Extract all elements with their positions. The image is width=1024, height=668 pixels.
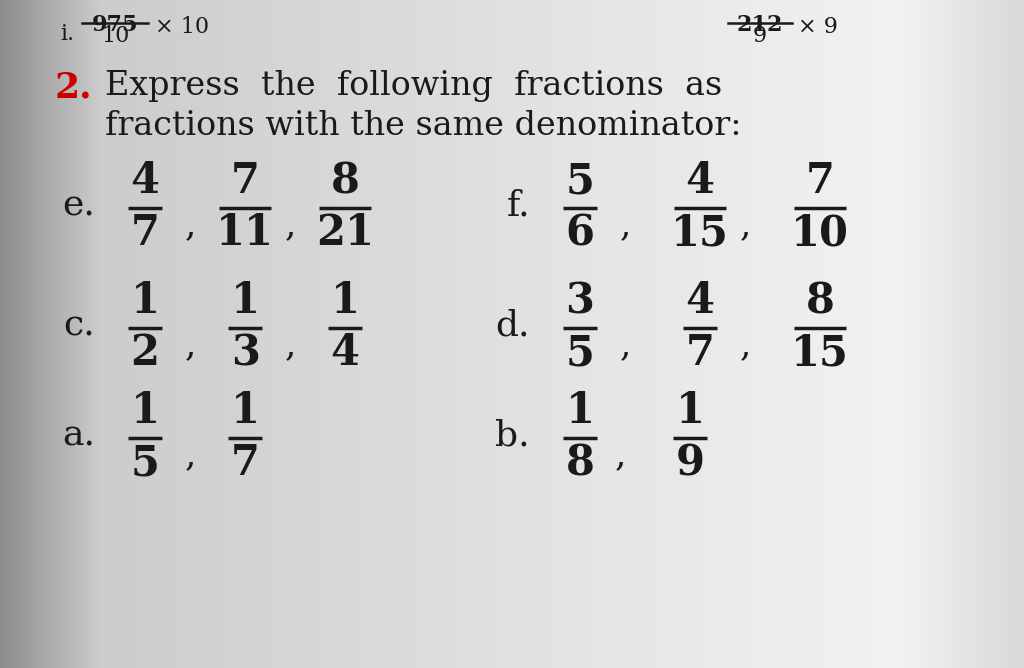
Text: 1: 1 [331,280,359,322]
Text: 4: 4 [130,160,160,202]
Text: 1: 1 [676,390,705,432]
Text: 6: 6 [565,212,595,254]
Text: 15: 15 [792,332,849,374]
Text: a.: a. [62,418,95,452]
Text: 9: 9 [753,25,767,47]
Text: e.: e. [62,188,95,222]
Text: 7: 7 [230,442,259,484]
Text: × 10: × 10 [155,16,209,38]
Text: 10: 10 [791,212,849,254]
Text: ,: , [614,438,626,472]
Text: ,: , [739,328,751,362]
Text: 1: 1 [130,280,160,322]
Text: ,: , [620,208,631,242]
Text: 1: 1 [130,390,160,432]
Text: 5: 5 [565,332,595,374]
Text: 11: 11 [216,212,274,254]
Text: ,: , [285,208,296,242]
Text: 1: 1 [565,390,595,432]
Text: 10: 10 [100,25,129,47]
Text: 4: 4 [685,280,715,322]
Text: 2: 2 [130,332,160,374]
Text: 21: 21 [316,212,374,254]
Text: 3: 3 [230,332,259,374]
Text: 4: 4 [331,332,359,374]
Text: × 9: × 9 [798,16,838,38]
Text: b.: b. [496,418,530,452]
Text: 7: 7 [131,212,160,254]
Text: 212: 212 [736,14,783,36]
Text: ,: , [184,438,196,472]
Text: 4: 4 [685,160,715,202]
Text: 5: 5 [565,160,595,202]
Text: 9: 9 [676,442,705,484]
Text: 7: 7 [230,160,259,202]
Text: ,: , [620,328,631,362]
Text: 7: 7 [806,160,835,202]
Text: 2.: 2. [55,70,92,104]
Text: 975: 975 [92,14,138,36]
Text: 1: 1 [230,390,259,432]
Text: i.: i. [60,23,74,45]
Text: f.: f. [507,188,530,222]
Text: 15: 15 [671,212,729,254]
Text: 1: 1 [230,280,259,322]
Text: 3: 3 [565,280,595,322]
Text: ,: , [184,208,196,242]
Text: 8: 8 [331,160,359,202]
Text: Express  the  following  fractions  as: Express the following fractions as [105,70,722,102]
Text: ,: , [184,328,196,362]
Text: ,: , [739,208,751,242]
Text: 5: 5 [131,442,160,484]
Text: c.: c. [63,308,95,342]
Text: 8: 8 [565,442,595,484]
Text: fractions with the same denominator:: fractions with the same denominator: [105,110,741,142]
Text: d.: d. [496,308,530,342]
Text: 8: 8 [806,280,835,322]
Text: 7: 7 [685,332,715,374]
Text: ,: , [285,328,296,362]
